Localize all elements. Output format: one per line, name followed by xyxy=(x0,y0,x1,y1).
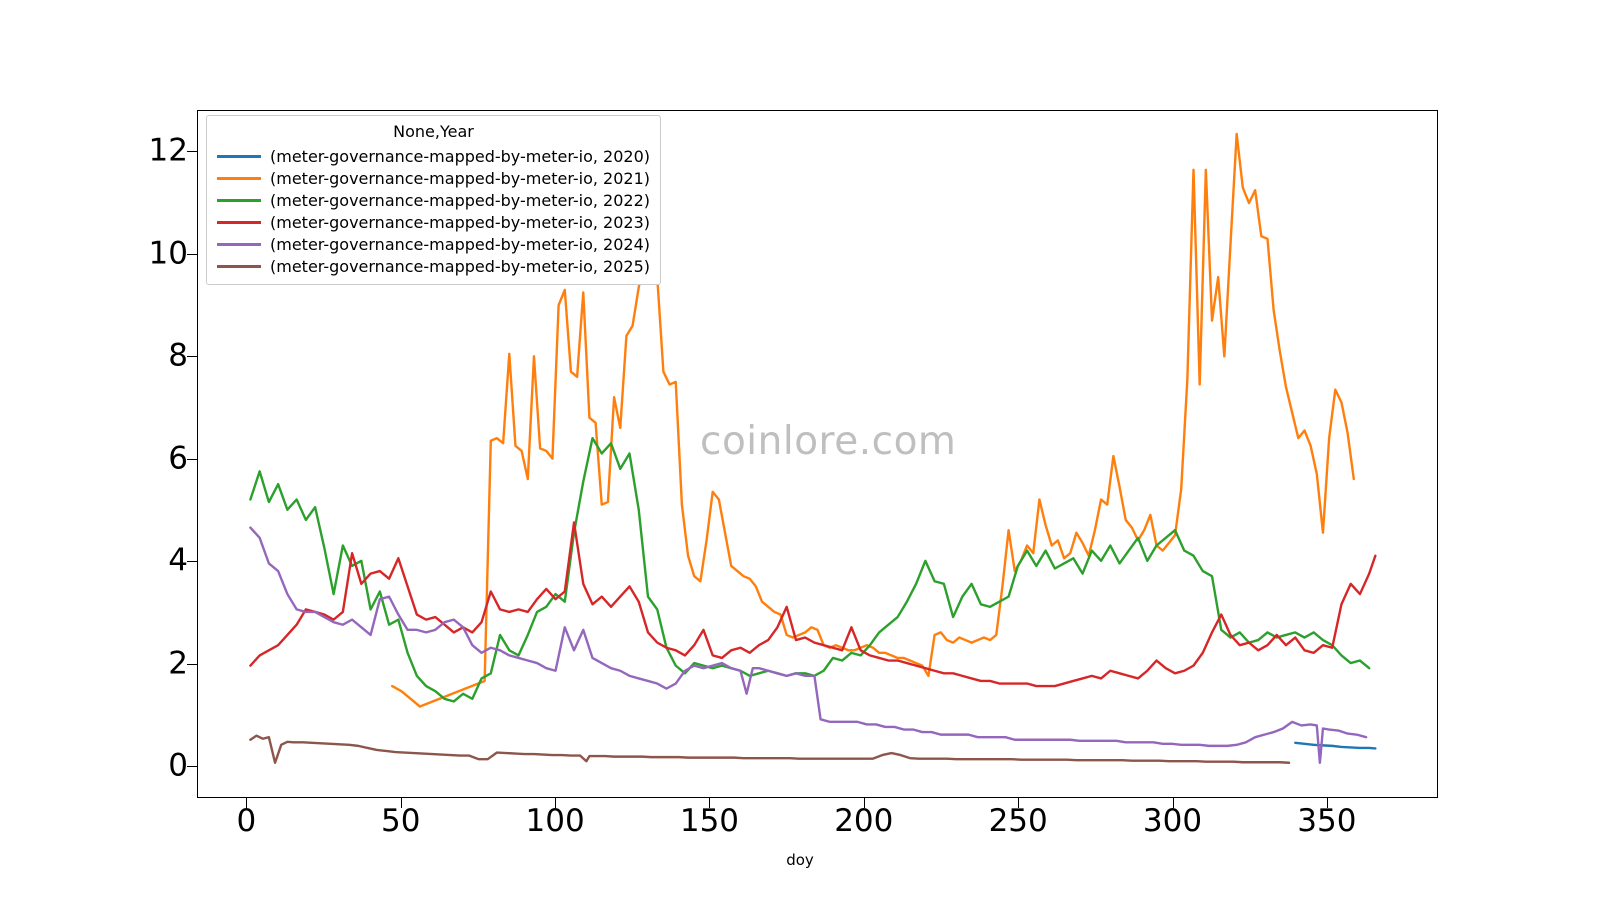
y-tick-label: 2 xyxy=(168,645,188,682)
legend-item[interactable]: (meter-governance-mapped-by-meter-io, 20… xyxy=(217,189,650,211)
legend-item[interactable]: (meter-governance-mapped-by-meter-io, 20… xyxy=(217,167,650,189)
series-line xyxy=(250,523,1375,687)
legend-color-swatch xyxy=(217,220,261,224)
legend-item[interactable]: (meter-governance-mapped-by-meter-io, 20… xyxy=(217,211,650,233)
x-tick-mark xyxy=(1326,798,1328,808)
legend-item-label: (meter-governance-mapped-by-meter-io, 20… xyxy=(270,168,651,188)
x-tick-mark xyxy=(863,798,865,808)
x-tick-label: 150 xyxy=(679,803,740,839)
legend-title: None,Year xyxy=(393,122,474,141)
legend-rows: (meter-governance-mapped-by-meter-io, 20… xyxy=(217,145,650,277)
x-tick-label: 200 xyxy=(834,803,894,839)
y-tick-mark xyxy=(187,253,197,255)
y-tick-label: 10 xyxy=(148,235,188,272)
series-line xyxy=(250,528,1366,763)
y-tick-label: 8 xyxy=(168,337,188,374)
x-tick-mark xyxy=(555,798,557,808)
legend-item-label: (meter-governance-mapped-by-meter-io, 20… xyxy=(270,234,651,254)
x-tick-mark xyxy=(400,798,402,808)
series-line xyxy=(250,736,1289,763)
x-tick-mark xyxy=(1172,798,1174,808)
y-tick-mark xyxy=(187,766,197,768)
x-tick-label: 250 xyxy=(988,803,1048,839)
y-tick-mark xyxy=(187,151,197,152)
legend: None,Year (meter-governance-mapped-by-me… xyxy=(206,115,662,285)
series-line xyxy=(250,438,1369,701)
y-tick-mark xyxy=(187,663,197,665)
series-line xyxy=(1295,743,1375,749)
legend-item-label: (meter-governance-mapped-by-meter-io, 20… xyxy=(270,146,651,166)
series-lines xyxy=(198,111,1437,797)
y-tick-label: 0 xyxy=(168,747,188,784)
legend-color-swatch xyxy=(217,154,261,158)
x-tick-mark xyxy=(709,798,711,808)
legend-item[interactable]: (meter-governance-mapped-by-meter-io, 20… xyxy=(217,255,650,277)
x-tick-label: 350 xyxy=(1297,803,1357,839)
legend-color-swatch xyxy=(217,176,261,180)
legend-item[interactable]: (meter-governance-mapped-by-meter-io, 20… xyxy=(217,233,650,255)
legend-item[interactable]: (meter-governance-mapped-by-meter-io, 20… xyxy=(217,145,650,167)
legend-color-swatch xyxy=(217,198,261,202)
y-tick-mark xyxy=(187,356,197,358)
x-tick-label: 300 xyxy=(1142,803,1203,839)
legend-item-label: (meter-governance-mapped-by-meter-io, 20… xyxy=(270,256,651,276)
y-tick-label: 6 xyxy=(168,440,188,477)
x-axis-label: doy xyxy=(786,851,814,869)
legend-item-label: (meter-governance-mapped-by-meter-io, 20… xyxy=(270,190,651,210)
x-tick-mark xyxy=(1018,798,1020,808)
x-tick-label: 50 xyxy=(381,803,421,839)
y-tick-mark xyxy=(187,561,197,563)
series-line xyxy=(392,134,1354,707)
y-tick-label: 12 xyxy=(148,132,188,169)
x-tick-mark xyxy=(246,798,248,808)
watermark: coinlore.com xyxy=(700,419,957,464)
legend-color-swatch xyxy=(217,264,261,268)
x-tick-label: 100 xyxy=(525,803,585,839)
y-tick-label: 4 xyxy=(168,542,188,579)
y-tick-mark xyxy=(187,458,197,460)
x-tick-label: 0 xyxy=(236,803,257,839)
legend-item-label: (meter-governance-mapped-by-meter-io, 20… xyxy=(270,212,651,232)
legend-color-swatch xyxy=(217,242,261,246)
